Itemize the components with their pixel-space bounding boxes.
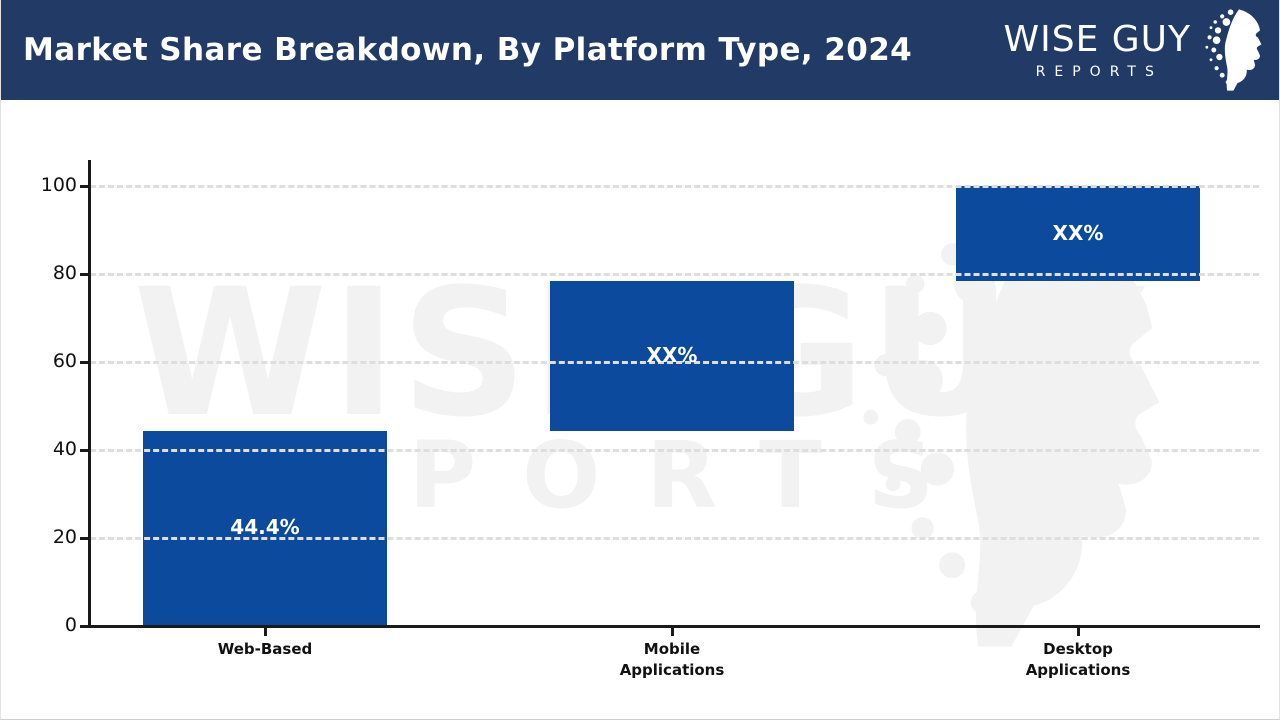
y-axis-line bbox=[88, 160, 91, 627]
bar-label-web-based: 44.4% bbox=[230, 515, 300, 540]
bar-mobile-applications bbox=[550, 281, 794, 431]
y-axis-tick-label: 60 bbox=[52, 350, 77, 372]
x-axis-tick bbox=[671, 628, 674, 636]
bar-label-mobile-applications: XX% bbox=[646, 343, 698, 368]
y-axis-tick bbox=[80, 449, 89, 452]
wiseguy-face-icon bbox=[1205, 9, 1262, 91]
category-label-mobile-applications: Mobile Applications bbox=[619, 640, 725, 680]
y-axis-tick-label: 0 bbox=[64, 614, 77, 636]
gridline-40 bbox=[90, 449, 1259, 452]
y-axis-tick bbox=[80, 625, 89, 628]
x-axis-tick bbox=[1077, 628, 1080, 636]
wiseguy-logo-text: WISE GUY REPORTS bbox=[1003, 18, 1192, 80]
y-axis-tick-label: 100 bbox=[40, 174, 77, 196]
x-axis-tick bbox=[264, 628, 267, 636]
category-label-desktop-applications: Desktop Applications bbox=[1025, 640, 1131, 680]
y-axis-tick bbox=[80, 273, 89, 276]
y-axis-tick bbox=[80, 361, 89, 364]
wiseguy-logo-name: WISE GUY bbox=[1003, 18, 1191, 60]
page-title: Market Share Breakdown, By Platform Type… bbox=[23, 32, 913, 68]
bar-label-desktop-applications: XX% bbox=[1052, 220, 1104, 245]
y-axis-tick-label: 20 bbox=[52, 526, 77, 548]
gridline-80 bbox=[90, 273, 1259, 276]
y-axis-tick-label: 80 bbox=[52, 262, 77, 284]
y-axis-tick bbox=[80, 537, 89, 540]
gridline-20 bbox=[90, 537, 1259, 540]
x-axis-line bbox=[88, 625, 1260, 628]
bar-web-based bbox=[143, 430, 387, 626]
gridline-100 bbox=[90, 185, 1259, 188]
y-axis-tick-label: 40 bbox=[52, 438, 77, 460]
wiseguy-logo-sub: REPORTS bbox=[1035, 63, 1163, 80]
bar-desktop-applications bbox=[956, 186, 1200, 282]
y-axis-tick bbox=[80, 185, 89, 188]
gridline-60 bbox=[90, 361, 1259, 364]
header-bar: Market Share Breakdown, By Platform Type… bbox=[1, 0, 1279, 100]
wiseguy-logo: WISE GUY REPORTS bbox=[1004, 7, 1268, 93]
category-label-web-based: Web-Based bbox=[217, 640, 313, 658]
